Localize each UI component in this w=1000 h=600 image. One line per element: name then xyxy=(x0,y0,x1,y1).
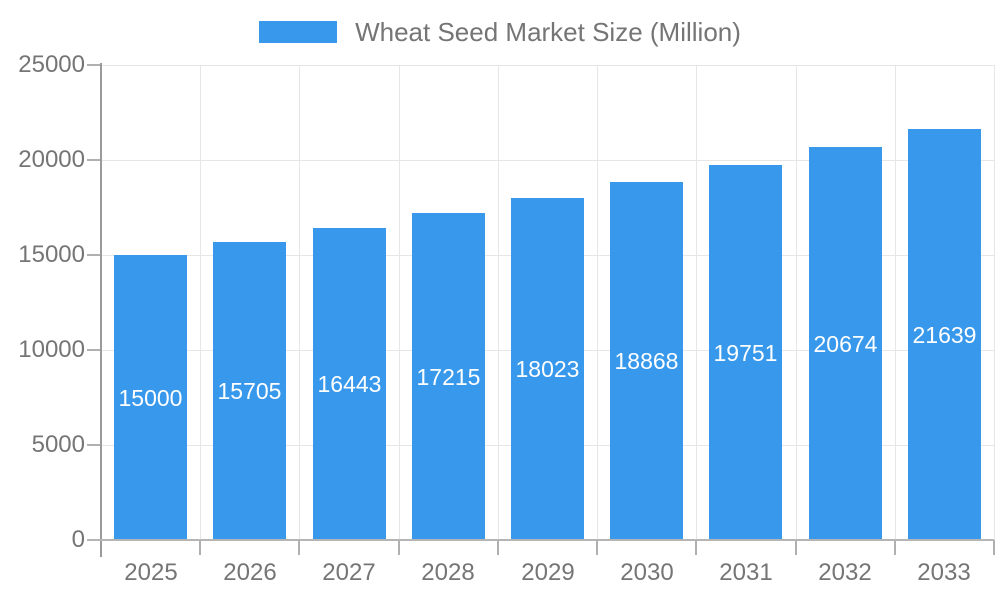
bar[interactable] xyxy=(610,182,683,539)
legend: Wheat Seed Market Size (Million) xyxy=(0,15,1000,49)
bar-value-label: 18868 xyxy=(614,348,679,374)
x-axis-label: 2031 xyxy=(719,559,773,586)
bar[interactable] xyxy=(908,129,981,539)
x-gridline xyxy=(696,65,697,540)
bar-value-label: 15705 xyxy=(217,378,282,404)
y-axis-tick xyxy=(87,349,101,351)
bar[interactable] xyxy=(511,198,584,539)
bar[interactable] xyxy=(412,213,485,539)
x-axis-label: 2026 xyxy=(223,559,277,586)
x-axis-tick xyxy=(497,540,499,555)
y-axis-label: 15000 xyxy=(18,241,85,268)
y-axis-tick xyxy=(87,159,101,161)
y-axis-tick xyxy=(87,254,101,256)
x-axis-label: 2029 xyxy=(521,559,575,586)
x-axis-label: 2032 xyxy=(818,559,872,586)
x-axis-label: 2030 xyxy=(620,559,674,586)
y-axis-label: 25000 xyxy=(18,51,85,78)
bar-value-label: 19751 xyxy=(713,340,778,366)
bar[interactable] xyxy=(709,165,782,539)
x-axis-tick xyxy=(398,540,400,555)
y-axis-line xyxy=(100,63,102,557)
bar[interactable] xyxy=(313,228,386,539)
bar-value-label: 15000 xyxy=(118,385,183,411)
bar-value-label: 17215 xyxy=(416,364,481,390)
x-axis-tick xyxy=(199,540,201,555)
y-axis-label: 0 xyxy=(71,526,85,553)
x-gridline xyxy=(796,65,797,540)
x-axis-tick xyxy=(993,540,995,555)
x-gridline xyxy=(399,65,400,540)
bar-value-label: 21639 xyxy=(912,322,977,348)
x-axis-label: 2033 xyxy=(917,559,971,586)
x-axis-tick xyxy=(695,540,697,555)
bar[interactable] xyxy=(213,242,286,539)
x-axis-tick xyxy=(894,540,896,555)
y-axis-label: 10000 xyxy=(18,336,85,363)
bar[interactable] xyxy=(114,255,187,539)
x-gridline xyxy=(299,65,300,540)
x-gridline xyxy=(994,65,995,540)
y-axis-label: 5000 xyxy=(31,431,85,458)
bar-value-label: 16443 xyxy=(317,371,382,397)
x-axis-label: 2028 xyxy=(421,559,475,586)
x-gridline xyxy=(498,65,499,540)
x-gridline xyxy=(895,65,896,540)
x-axis-label: 2027 xyxy=(322,559,376,586)
bar-value-label: 20674 xyxy=(813,331,878,357)
x-axis-tick xyxy=(298,540,300,555)
x-axis-label: 2025 xyxy=(124,559,178,586)
y-gridline xyxy=(101,65,994,66)
y-axis-tick xyxy=(87,444,101,446)
y-gridline xyxy=(101,160,994,161)
y-axis-label: 20000 xyxy=(18,146,85,173)
x-axis-tick xyxy=(795,540,797,555)
x-axis-tick xyxy=(596,540,598,555)
x-axis-line xyxy=(87,539,994,541)
y-axis-tick xyxy=(87,64,101,66)
legend-label: Wheat Seed Market Size (Million) xyxy=(355,16,741,47)
bar[interactable] xyxy=(809,147,882,539)
x-gridline xyxy=(597,65,598,540)
bar-value-label: 18023 xyxy=(515,356,580,382)
legend-swatch xyxy=(259,21,338,43)
x-gridline xyxy=(200,65,201,540)
